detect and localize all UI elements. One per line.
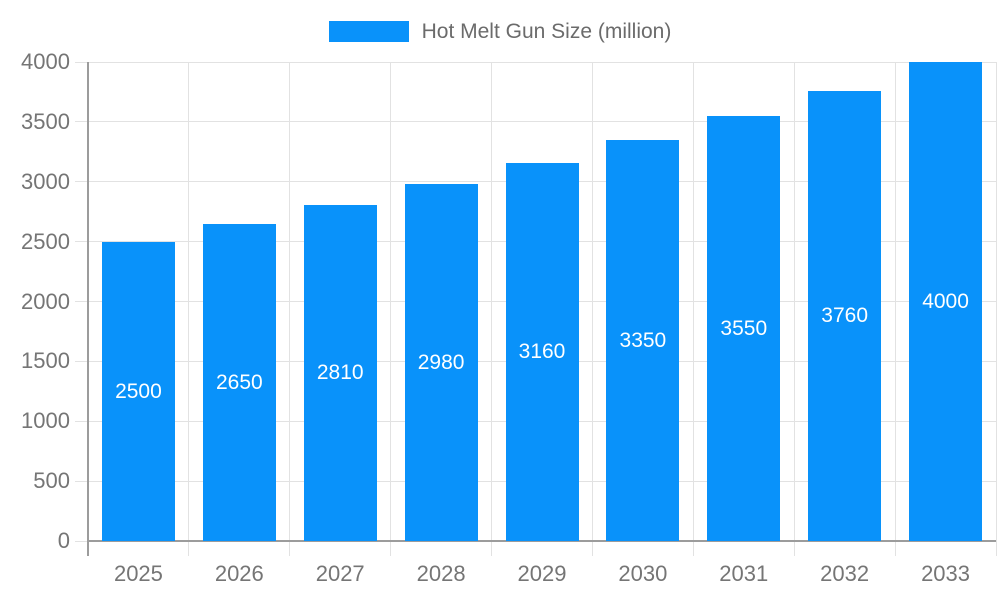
bar-value-label: 3550 — [720, 316, 768, 340]
gridline-vertical — [591, 62, 593, 556]
x-axis-label: 2026 — [214, 561, 264, 586]
bar-value-label: 2500 — [115, 379, 162, 403]
gridline-horizontal — [75, 121, 996, 123]
bar: 3350 — [606, 139, 680, 541]
bar: 2980 — [404, 184, 478, 541]
bar-value-label: 3350 — [619, 328, 667, 352]
y-axis-label: 2000 — [21, 288, 70, 314]
legend-label: Hot Melt Gun Size (million) — [421, 19, 672, 43]
x-axis-label: 2033 — [921, 561, 971, 586]
gridline-vertical — [894, 62, 896, 556]
y-axis-label: 4000 — [21, 49, 70, 74]
legend-swatch — [328, 20, 409, 42]
gridline-vertical — [491, 62, 493, 556]
bar-value-label: 2810 — [316, 361, 364, 385]
bar-value-label: 3760 — [821, 304, 869, 328]
x-axis-label: 2027 — [315, 561, 365, 586]
x-axis-label: 2025 — [113, 561, 163, 586]
bar: 2650 — [202, 223, 276, 541]
gridline-vertical — [390, 62, 392, 556]
y-axis-label: 3000 — [21, 168, 70, 194]
legend: Hot Melt Gun Size (million) — [0, 16, 1000, 46]
gridline-vertical — [692, 62, 694, 556]
bar: 3160 — [505, 162, 579, 541]
bar: 2500 — [101, 241, 175, 541]
y-axis-label: 1500 — [21, 348, 70, 374]
y-axis-label: 2500 — [21, 228, 70, 254]
bar-value-label: 4000 — [922, 290, 969, 313]
bar-value-label: 2650 — [215, 370, 263, 394]
gridline-horizontal — [75, 61, 996, 63]
bar: 4000 — [909, 62, 983, 541]
gridline-vertical — [289, 62, 291, 556]
bar: 3550 — [707, 115, 781, 541]
y-axis-line — [87, 62, 89, 556]
bar-value-label: 2980 — [417, 351, 465, 375]
gridline-vertical — [793, 62, 795, 556]
x-axis-label: 2031 — [719, 561, 769, 586]
x-axis-line — [88, 540, 996, 542]
x-axis-label: 2030 — [618, 561, 668, 586]
bar-value-label: 3160 — [518, 340, 566, 364]
y-axis-label: 3500 — [21, 108, 70, 134]
gridline-vertical — [188, 62, 190, 556]
x-axis-label: 2032 — [820, 561, 870, 586]
x-axis-label: 2029 — [517, 561, 567, 586]
x-axis-label: 2028 — [416, 561, 466, 586]
gridline-vertical — [995, 62, 997, 556]
y-axis-label: 500 — [33, 468, 70, 494]
bar: 2810 — [303, 204, 377, 541]
bar: 3760 — [808, 90, 882, 541]
y-axis-label: 0 — [57, 528, 70, 553]
y-axis-label: 1000 — [21, 408, 70, 434]
